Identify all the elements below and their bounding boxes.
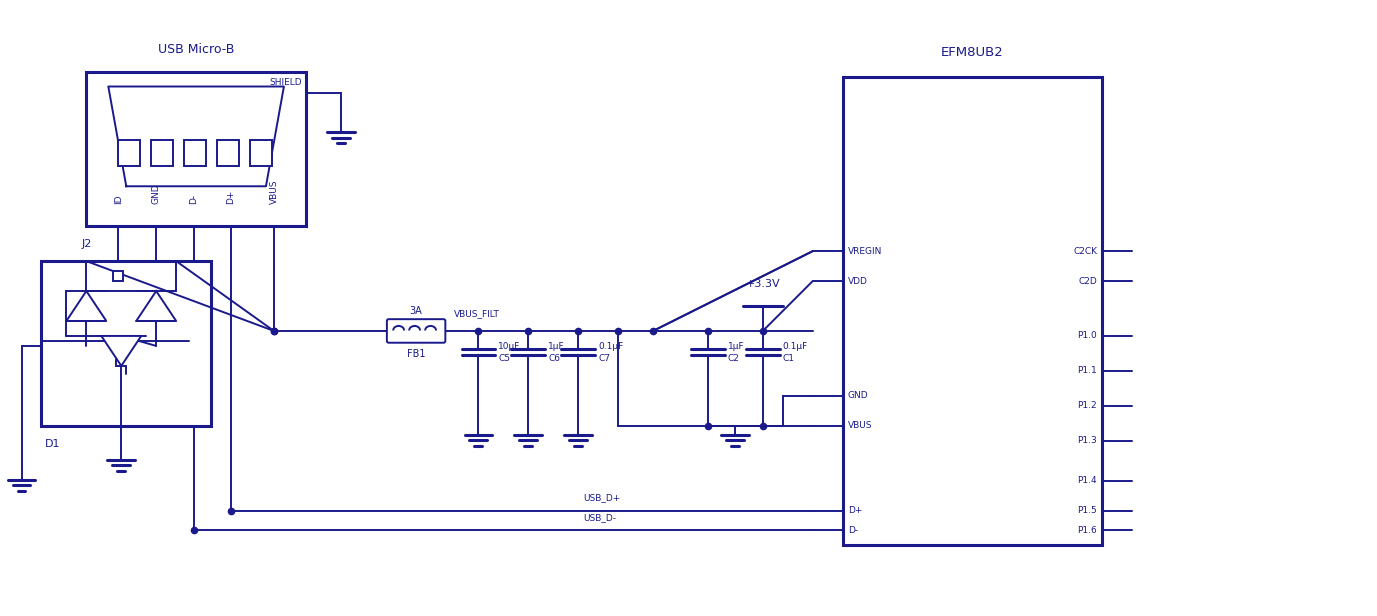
Text: P1.5: P1.5 bbox=[1077, 506, 1097, 515]
Text: C1: C1 bbox=[782, 354, 795, 363]
Bar bbox=[113, 271, 124, 281]
FancyBboxPatch shape bbox=[843, 76, 1102, 545]
Text: +3.3V: +3.3V bbox=[745, 279, 781, 289]
Text: FB1: FB1 bbox=[406, 349, 425, 359]
Text: GND: GND bbox=[151, 184, 161, 205]
Text: C2CK: C2CK bbox=[1073, 246, 1097, 256]
FancyBboxPatch shape bbox=[41, 261, 211, 426]
Text: C2D: C2D bbox=[1078, 277, 1097, 286]
Text: P1.1: P1.1 bbox=[1077, 367, 1097, 375]
Bar bbox=[118, 140, 140, 166]
FancyBboxPatch shape bbox=[87, 71, 306, 226]
Text: 0.1μF: 0.1μF bbox=[598, 342, 624, 351]
Text: ID: ID bbox=[114, 195, 123, 205]
Text: VBUS_FILT: VBUS_FILT bbox=[453, 309, 500, 318]
Text: C6: C6 bbox=[548, 354, 560, 363]
Text: D+: D+ bbox=[848, 506, 862, 515]
Bar bbox=[185, 140, 207, 166]
Polygon shape bbox=[136, 291, 176, 321]
Text: P1.3: P1.3 bbox=[1077, 436, 1097, 445]
Text: P1.0: P1.0 bbox=[1077, 331, 1097, 341]
Bar bbox=[251, 140, 271, 166]
FancyBboxPatch shape bbox=[387, 319, 445, 342]
Text: USB Micro-B: USB Micro-B bbox=[158, 43, 234, 55]
Text: C2: C2 bbox=[728, 354, 739, 363]
Text: VBUS: VBUS bbox=[270, 180, 278, 205]
Text: D-: D- bbox=[848, 526, 858, 535]
Text: VDD: VDD bbox=[848, 277, 868, 286]
Text: 1μF: 1μF bbox=[548, 342, 565, 351]
Polygon shape bbox=[66, 291, 106, 321]
Text: USB_D-: USB_D- bbox=[584, 514, 617, 522]
Text: D1: D1 bbox=[44, 439, 61, 448]
Text: P1.6: P1.6 bbox=[1077, 526, 1097, 535]
Text: 0.1μF: 0.1μF bbox=[782, 342, 808, 351]
Text: GND: GND bbox=[848, 391, 869, 400]
Text: 1μF: 1μF bbox=[728, 342, 745, 351]
Polygon shape bbox=[102, 336, 142, 366]
Text: USB_D+: USB_D+ bbox=[584, 493, 621, 503]
Text: SHIELD: SHIELD bbox=[270, 78, 302, 86]
Text: EFM8UB2: EFM8UB2 bbox=[940, 46, 1004, 59]
Text: J2: J2 bbox=[81, 239, 92, 249]
Text: 10μF: 10μF bbox=[498, 342, 521, 351]
Text: P1.2: P1.2 bbox=[1077, 401, 1097, 410]
Text: C5: C5 bbox=[498, 354, 511, 363]
Bar bbox=[151, 140, 174, 166]
Text: D-: D- bbox=[190, 194, 198, 205]
Text: P1.4: P1.4 bbox=[1077, 476, 1097, 485]
Text: D+: D+ bbox=[227, 190, 235, 205]
Text: 3A: 3A bbox=[410, 306, 423, 316]
Text: C7: C7 bbox=[598, 354, 610, 363]
Bar bbox=[218, 140, 240, 166]
Text: VBUS: VBUS bbox=[848, 421, 872, 430]
Text: VREGIN: VREGIN bbox=[848, 246, 883, 256]
